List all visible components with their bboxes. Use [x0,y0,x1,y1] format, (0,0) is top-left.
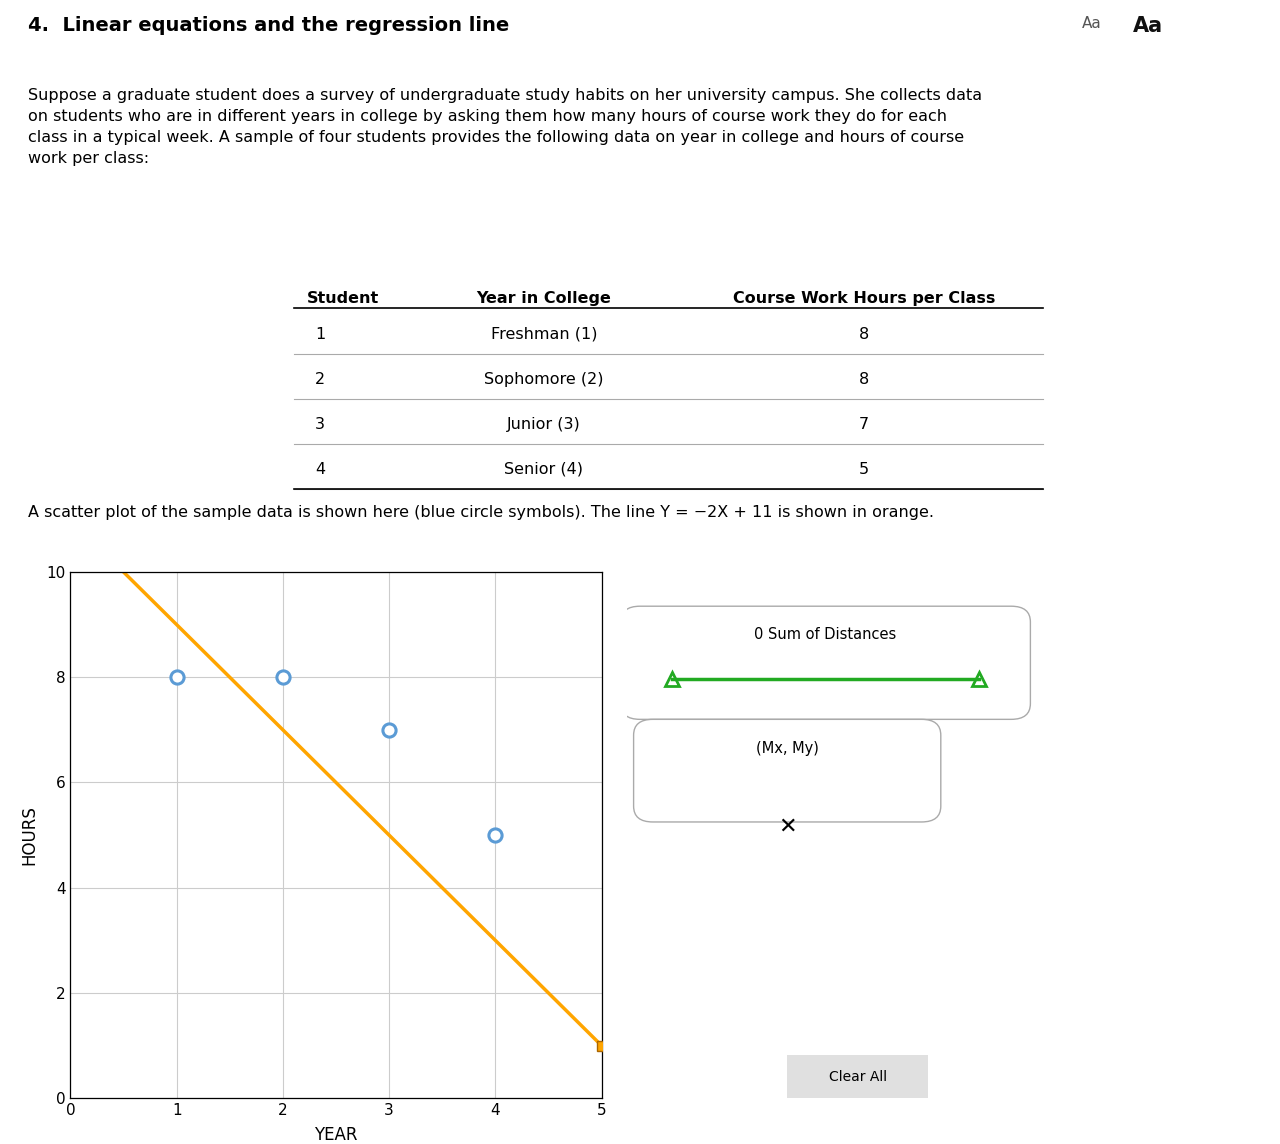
Text: 8: 8 [859,372,869,387]
Text: Freshman (1): Freshman (1) [490,327,598,342]
Text: Sophomore (2): Sophomore (2) [484,372,604,387]
Text: 4.  Linear equations and the regression line: 4. Linear equations and the regression l… [28,16,509,35]
FancyBboxPatch shape [634,720,941,821]
Text: Aa: Aa [1082,16,1101,32]
Text: Course Work Hours per Class: Course Work Hours per Class [733,291,995,307]
Text: Year in College: Year in College [476,291,612,307]
Text: 2: 2 [315,372,325,387]
X-axis label: YEAR: YEAR [315,1127,357,1144]
Y-axis label: HOURS: HOURS [20,805,38,865]
Text: A scatter plot of the sample data is shown here (blue circle symbols). The line : A scatter plot of the sample data is sho… [28,506,934,521]
Text: 8: 8 [859,327,869,342]
Text: Senior (4): Senior (4) [504,462,584,477]
Point [379,721,399,739]
Text: ✕: ✕ [778,817,796,836]
Text: (Mx, My): (Mx, My) [755,741,819,756]
Text: Junior (3): Junior (3) [507,416,581,431]
Text: 1: 1 [315,327,325,342]
Text: Suppose a graduate student does a survey of undergraduate study habits on her un: Suppose a graduate student does a survey… [28,88,982,166]
Text: Student: Student [307,291,379,307]
Point [166,668,187,686]
Text: 4: 4 [315,462,325,477]
Text: 5: 5 [859,462,869,477]
FancyBboxPatch shape [621,606,1030,720]
Point [273,668,293,686]
Text: 0 Sum of Distances: 0 Sum of Distances [754,627,897,642]
Text: Clear All: Clear All [828,1070,887,1083]
Text: Aa: Aa [1133,16,1164,37]
Text: 7: 7 [859,416,869,431]
FancyBboxPatch shape [781,1052,934,1101]
Text: 3: 3 [315,416,325,431]
Point [485,826,506,844]
